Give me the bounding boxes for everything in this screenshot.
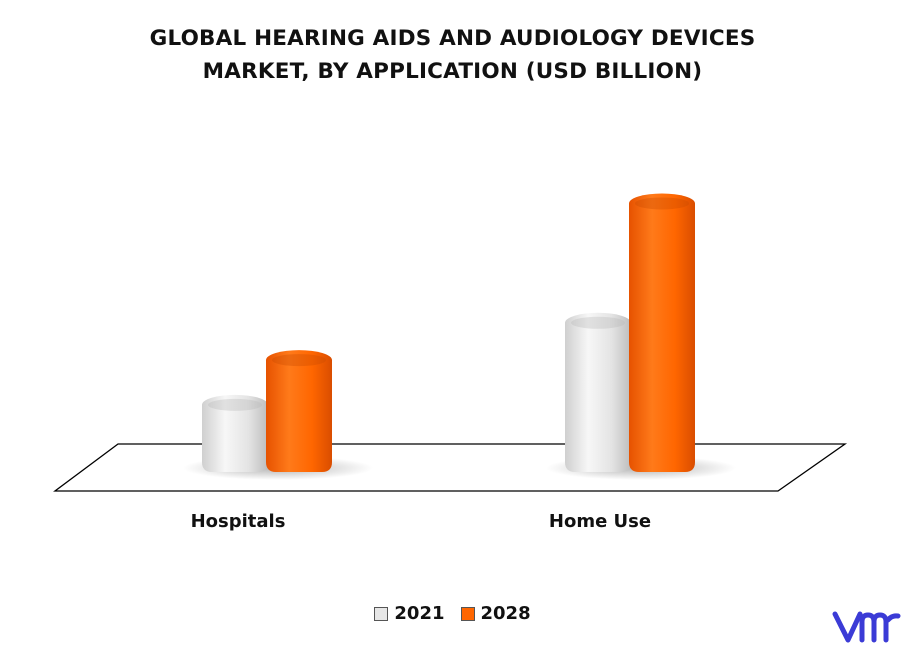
vmr-logo-icon	[832, 611, 901, 643]
bars-group	[202, 193, 695, 472]
chart-title-line2: MARKET, BY APPLICATION (USD BILLION)	[202, 59, 703, 84]
legend-item-2021: 2021	[374, 603, 445, 624]
x-tick-label-home-use: Home Use	[549, 511, 651, 532]
bar-hospitals-2028	[266, 350, 332, 472]
chart-title: GLOBAL HEARING AIDS AND AUDIOLOGY DEVICE…	[0, 22, 905, 88]
x-tick-label-hospitals: Hospitals	[191, 511, 286, 532]
bar-home-use-2028	[629, 193, 695, 472]
bar-hospitals-2021	[202, 394, 268, 472]
x-tick-labels: Hospitals Home Use	[191, 511, 652, 532]
legend-swatch-2021	[374, 606, 389, 621]
bar-home-use-2021	[565, 312, 631, 472]
legend-item-2028: 2028	[460, 603, 531, 624]
legend-swatch-2028	[460, 606, 475, 621]
legend-label-2021: 2021	[394, 603, 445, 624]
chart-title-line1: GLOBAL HEARING AIDS AND AUDIOLOGY DEVICE…	[149, 26, 756, 51]
legend: 2021 2028	[0, 603, 905, 624]
legend-label-2028: 2028	[480, 603, 531, 624]
